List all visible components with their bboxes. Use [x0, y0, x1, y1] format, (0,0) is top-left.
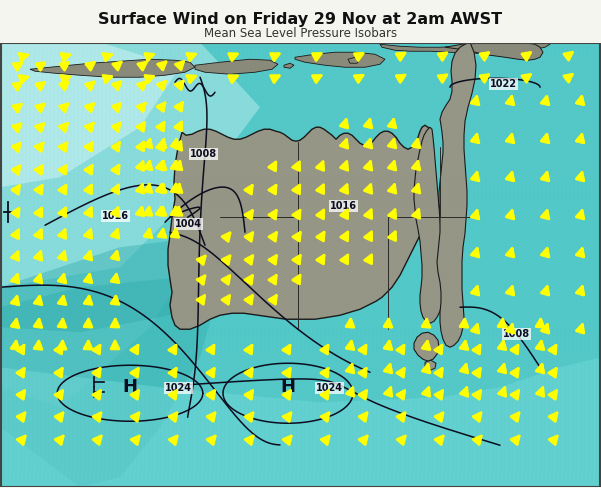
- Polygon shape: [0, 42, 180, 187]
- Polygon shape: [0, 207, 200, 407]
- Polygon shape: [437, 42, 476, 347]
- Bar: [0, 41, 601, 43]
- Polygon shape: [0, 42, 260, 287]
- Polygon shape: [348, 57, 360, 63]
- Text: H: H: [123, 378, 138, 396]
- Polygon shape: [414, 332, 439, 361]
- Polygon shape: [195, 59, 278, 74]
- Polygon shape: [295, 52, 385, 67]
- Text: 1016: 1016: [102, 211, 129, 221]
- Polygon shape: [445, 42, 543, 60]
- Polygon shape: [30, 59, 195, 77]
- Text: 1022: 1022: [490, 79, 517, 89]
- Polygon shape: [0, 42, 601, 487]
- Polygon shape: [414, 127, 445, 323]
- Polygon shape: [380, 42, 550, 53]
- Text: Mean Sea Level Pressure Isobars: Mean Sea Level Pressure Isobars: [204, 27, 397, 40]
- Polygon shape: [0, 237, 280, 332]
- Text: 1004: 1004: [175, 219, 202, 229]
- Text: 1024: 1024: [316, 383, 343, 393]
- Polygon shape: [284, 63, 294, 68]
- Text: 1016: 1016: [330, 201, 357, 211]
- Text: 1024: 1024: [165, 383, 192, 393]
- Polygon shape: [168, 125, 433, 329]
- Text: 1008: 1008: [190, 149, 217, 159]
- Polygon shape: [425, 360, 436, 370]
- Polygon shape: [0, 357, 601, 487]
- Polygon shape: [0, 277, 220, 487]
- Text: 1008: 1008: [503, 329, 530, 339]
- Text: H: H: [281, 378, 296, 396]
- Text: Surface Wind on Friday 29 Nov at 2am AWST: Surface Wind on Friday 29 Nov at 2am AWS…: [99, 12, 502, 27]
